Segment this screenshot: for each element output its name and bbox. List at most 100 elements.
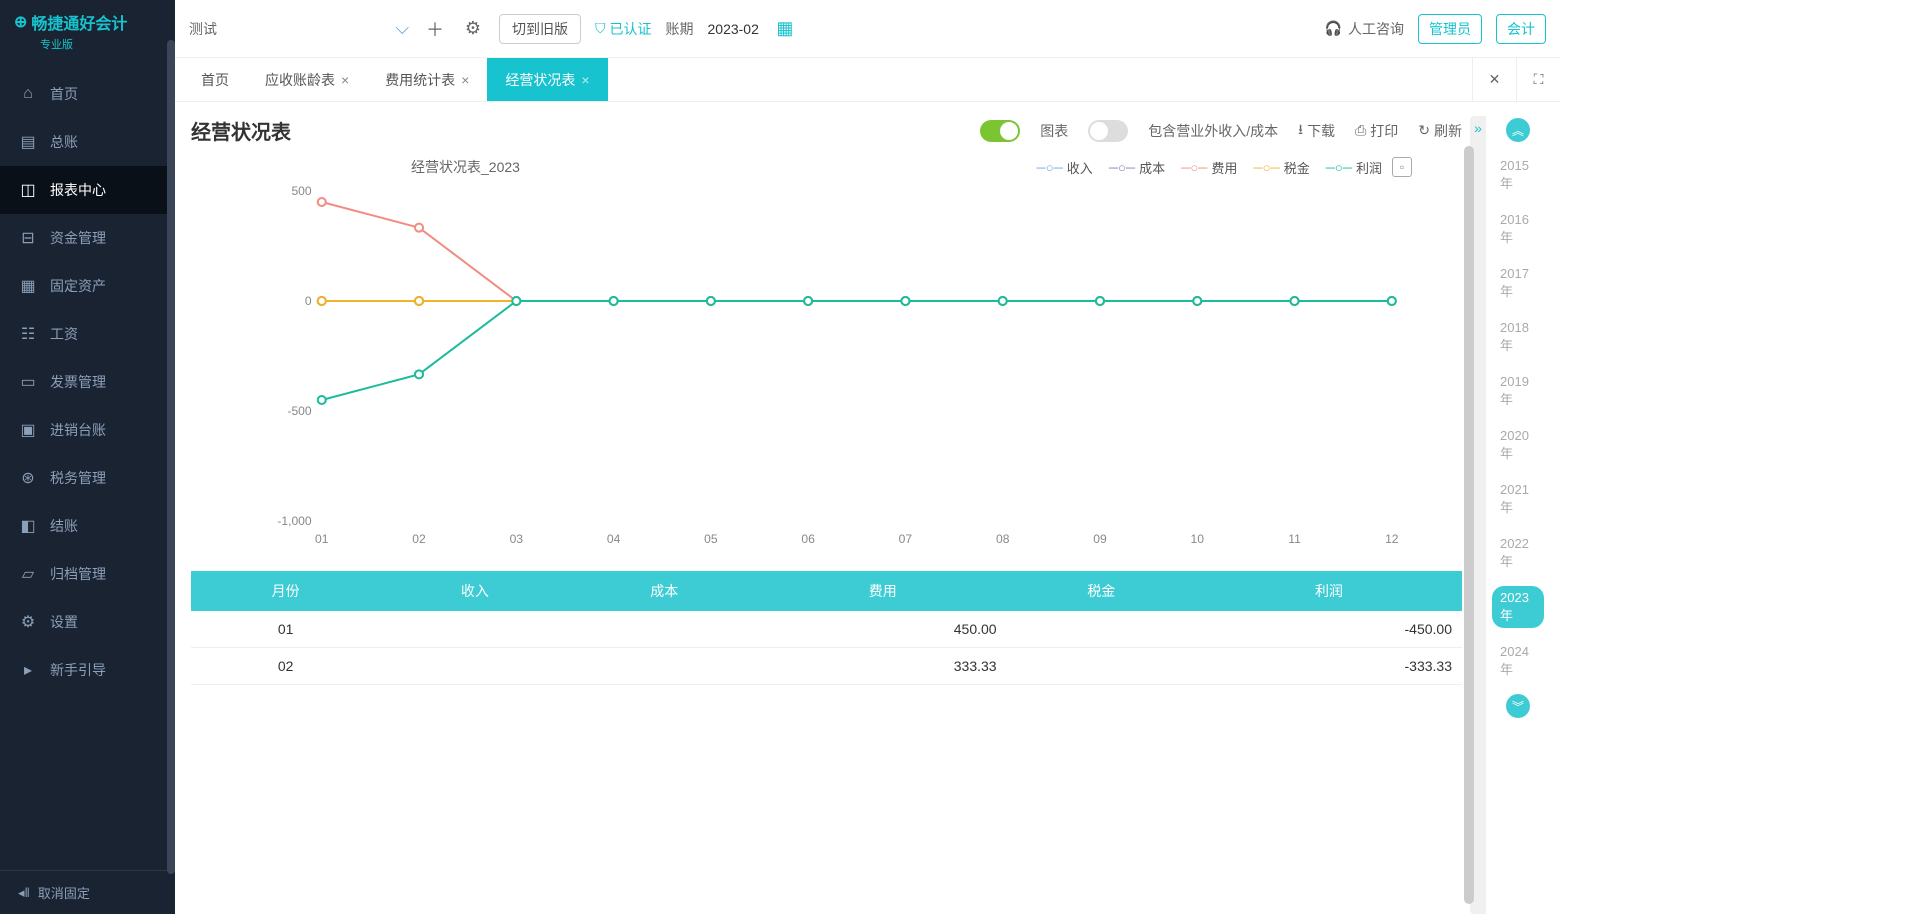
svg-text:04: 04 — [607, 532, 621, 546]
nav-item-7[interactable]: ▣ 进销台账 — [0, 406, 175, 454]
headset-icon: 🎧 — [1325, 20, 1342, 37]
support-link[interactable]: 🎧 人工咨询 — [1325, 19, 1404, 39]
nav-icon: ⌂ — [18, 84, 38, 104]
chart-legend: ─○─收入 ─○─成本 ─○─费用 ─○─税金 ─○─利润 — [1037, 158, 1382, 177]
sidebar-pin-toggle[interactable]: ◂‖ 取消固定 — [0, 870, 175, 914]
year-down-button[interactable]: ︾ — [1506, 694, 1530, 718]
print-button[interactable]: ⎙打印 — [1355, 121, 1398, 141]
extra-income-toggle[interactable] — [1088, 120, 1128, 142]
brand-edition: 专业版 — [40, 36, 161, 52]
nav-icon: ☷ — [18, 324, 38, 344]
print-label: 打印 — [1370, 121, 1398, 141]
nav-label: 进销台账 — [50, 420, 106, 440]
nav-item-4[interactable]: ▦固定资产 — [0, 262, 175, 310]
legend-item[interactable]: ─○─费用 — [1181, 158, 1237, 177]
year-item[interactable]: 2016年 — [1492, 208, 1544, 250]
chart-toggle[interactable] — [980, 120, 1020, 142]
nav-item-0[interactable]: ⌂ 首页 — [0, 70, 175, 118]
verified-text: 已认证 — [610, 19, 652, 39]
table-header: 成本 — [570, 571, 759, 611]
tab-2[interactable]: 费用统计表× — [367, 58, 487, 101]
legend-item[interactable]: ─○─成本 — [1109, 158, 1165, 177]
nav-item-1[interactable]: ▤总账 — [0, 118, 175, 166]
year-item[interactable]: 2019年 — [1492, 370, 1544, 412]
line-chart: 5000-500-1,000010203040506070809101112 — [241, 181, 1412, 551]
page-title: 经营状况表 — [191, 116, 291, 145]
header: 测试 ⌵ ＋ ⚙ 切到旧版 ⛉ 已认证 账期 2023-02 ▦ 🎧 人工咨询 … — [175, 0, 1560, 58]
nav-item-3[interactable]: ⊟资金管理 — [0, 214, 175, 262]
calendar-icon[interactable]: ▦ — [773, 17, 797, 41]
tab-1[interactable]: 应收账龄表 × — [247, 58, 367, 101]
close-tab-button[interactable]: ✕ — [1472, 58, 1516, 102]
tab-0[interactable]: 首页 — [183, 58, 247, 101]
download-icon: ⭳ — [1298, 119, 1303, 143]
table-cell — [570, 648, 759, 685]
add-icon[interactable]: ＋ — [423, 17, 447, 41]
svg-text:01: 01 — [315, 532, 329, 546]
sidebar-scrollbar[interactable] — [167, 40, 175, 874]
nav-item-12[interactable]: ▸新手引导 — [0, 646, 175, 694]
nav-label: 报表中心 — [50, 180, 106, 200]
nav-label: 首页 — [50, 84, 78, 104]
tab-3[interactable]: 经营状况表× — [487, 58, 607, 101]
year-up-button[interactable]: ︽ — [1506, 118, 1530, 142]
nav-icon: ▭ — [18, 372, 38, 392]
svg-text:11: 11 — [1288, 532, 1301, 546]
switch-old-version-button[interactable]: 切到旧版 — [499, 14, 581, 44]
company-selector[interactable]: 测试 ⌵ — [189, 18, 409, 39]
gear-icon[interactable]: ⚙ — [461, 17, 485, 41]
nav-item-8[interactable]: ⊛税务管理 — [0, 454, 175, 502]
role-admin-button[interactable]: 管理员 — [1418, 14, 1482, 44]
nav-label: 新手引导 — [50, 660, 106, 680]
year-item[interactable]: 2018年 — [1492, 316, 1544, 358]
refresh-icon: ↻ — [1418, 122, 1430, 139]
download-button[interactable]: ⭳下载 — [1298, 119, 1335, 143]
close-icon[interactable]: × — [341, 72, 349, 88]
nav-icon: ▣ — [18, 420, 38, 440]
year-item[interactable]: 2024年 — [1492, 640, 1544, 682]
legend-label: 利润 — [1356, 158, 1382, 177]
close-icon[interactable]: × — [461, 72, 469, 88]
year-item[interactable]: 2017年 — [1492, 262, 1544, 304]
nav-label: 固定资产 — [50, 276, 106, 296]
table-cell — [570, 611, 759, 648]
nav-icon: ⊛ — [18, 468, 38, 488]
tab-label: 应收账龄表 — [265, 70, 335, 90]
table-cell — [1007, 611, 1196, 648]
table-header: 月份 — [191, 571, 380, 611]
nav-item-5[interactable]: ☷工资 — [0, 310, 175, 358]
nav-icon: ◧ — [18, 516, 38, 536]
year-rail: ︽ 2015年 2016年 2017年 2018年 2019年 2020年 2021年 2022… — [1492, 116, 1544, 914]
period-value[interactable]: 2023-02 — [708, 21, 759, 37]
refresh-button[interactable]: ↻刷新 — [1418, 121, 1462, 141]
nav-item-2[interactable]: ◫报表中心 — [0, 166, 175, 214]
refresh-label: 刷新 — [1434, 121, 1462, 141]
svg-text:500: 500 — [291, 184, 311, 198]
nav-item-6[interactable]: ▭发票管理 — [0, 358, 175, 406]
support-label: 人工咨询 — [1348, 19, 1404, 39]
year-item[interactable]: 2020年 — [1492, 424, 1544, 466]
table-cell: -450.00 — [1196, 611, 1462, 648]
year-item[interactable]: 2021年 — [1492, 478, 1544, 520]
print-icon: ⎙ — [1355, 122, 1366, 139]
table-cell — [1007, 648, 1196, 685]
close-icon[interactable]: × — [581, 72, 589, 88]
year-item[interactable]: 2015年 — [1492, 154, 1544, 196]
nav-item-11[interactable]: ⚙设置 — [0, 598, 175, 646]
legend-item[interactable]: ─○─税金 — [1253, 158, 1309, 177]
sidebar: ⊕畅捷通好会计 专业版 ⌂ 首页 ▤总账◫报表中心⊟资金管理▦固定资产☷工资▭发票管… — [0, 0, 175, 914]
year-item[interactable]: 2022年 — [1492, 532, 1544, 574]
legend-item[interactable]: ─○─收入 — [1037, 158, 1093, 177]
nav-item-9[interactable]: ◧结账 — [0, 502, 175, 550]
table-row[interactable]: 02333.33-333.33 — [191, 648, 1462, 685]
role-accountant-button[interactable]: 会计 — [1496, 14, 1546, 44]
table-row[interactable]: 01450.00-450.00 — [191, 611, 1462, 648]
fullscreen-button[interactable]: ⛶ — [1516, 58, 1560, 102]
save-chart-icon[interactable]: ▫ — [1392, 157, 1412, 177]
table-header: 费用 — [759, 571, 1007, 611]
content-scrollbar[interactable] — [1464, 146, 1474, 904]
nav-item-10[interactable]: ▱归档管理 — [0, 550, 175, 598]
legend-item[interactable]: ─○─利润 — [1326, 158, 1382, 177]
year-item[interactable]: 2023年 — [1492, 586, 1544, 628]
logo: ⊕畅捷通好会计 专业版 — [0, 0, 175, 62]
